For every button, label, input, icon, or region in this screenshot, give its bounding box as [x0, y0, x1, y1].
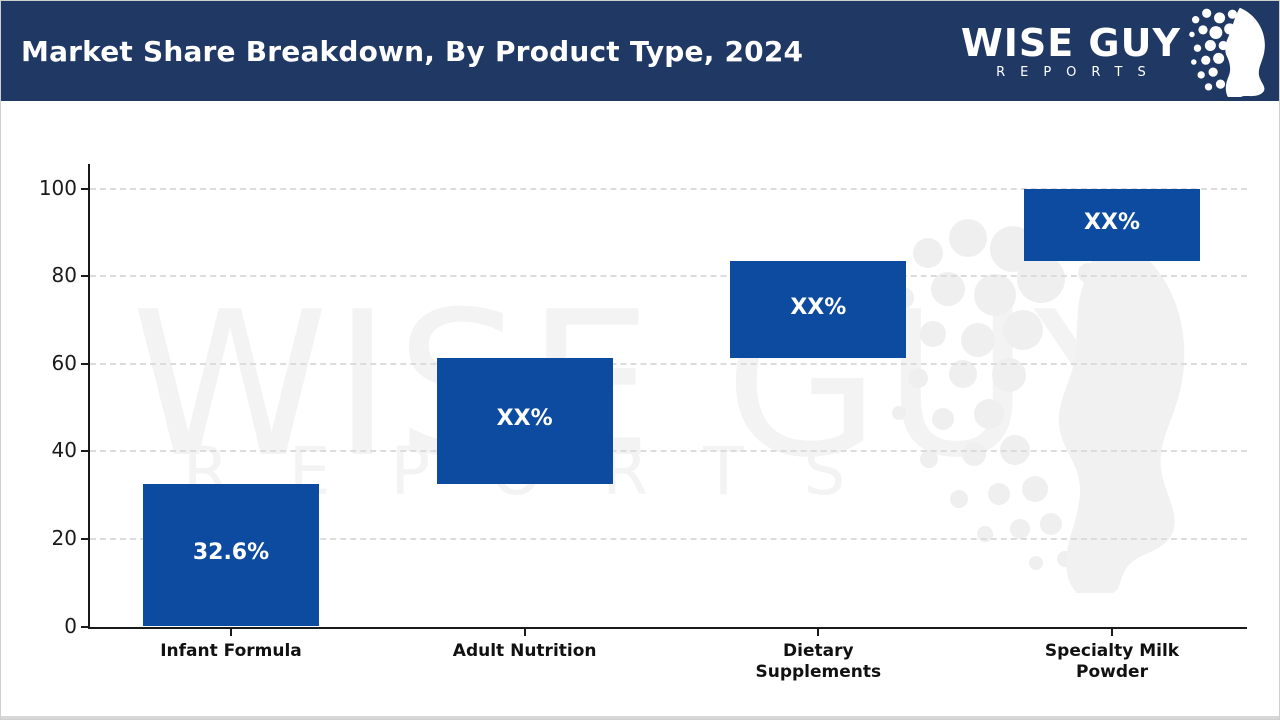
- logo-subtitle: REPORTS: [996, 65, 1161, 80]
- y-tick-mark: [81, 450, 89, 453]
- bar: [436, 358, 613, 484]
- x-tick-mark: [523, 628, 526, 636]
- y-tick-mark: [81, 187, 89, 190]
- bar: [1024, 188, 1200, 262]
- wise-guy-logo: WISE GUY REPORTS: [961, 7, 1269, 97]
- wise-guy-face-icon: [1189, 7, 1265, 97]
- y-axis-line: [88, 164, 90, 628]
- y-tick-label: 80: [51, 263, 77, 288]
- grid-line: [90, 187, 1247, 190]
- x-category-label-line: Infant Formula: [160, 641, 302, 661]
- x-category-label: Adult Nutrition: [405, 641, 645, 662]
- grid-line: [90, 362, 1247, 365]
- x-tick-mark: [230, 628, 232, 636]
- bar: [730, 261, 907, 359]
- y-tick-label: 20: [51, 525, 77, 550]
- x-tick-mark: [1111, 628, 1113, 636]
- bar-value-label: XX%: [496, 405, 553, 431]
- page-title: Market Share Breakdown, By Product Type,…: [21, 34, 804, 68]
- x-category-label-line: Specialty Milk: [1044, 641, 1180, 661]
- y-tick-mark: [81, 362, 89, 365]
- bar: [143, 483, 319, 627]
- bar-value-label: XX%: [1084, 210, 1140, 236]
- x-category-label: Dietary Supplements: [698, 641, 938, 683]
- x-category-label: Specialty Milk Powder: [992, 641, 1232, 683]
- y-tick-label: 60: [51, 350, 77, 375]
- x-tick-mark: [817, 628, 820, 636]
- y-tick-mark: [81, 625, 89, 628]
- logo-wordmark: WISE GUY: [960, 21, 1181, 65]
- y-tick-label: 100: [38, 175, 77, 200]
- x-category-label-line: Powder: [1076, 662, 1148, 682]
- x-category-label-line: Supplements: [755, 662, 882, 682]
- bar-value-label: XX%: [790, 294, 847, 320]
- grid-line: [90, 275, 1247, 278]
- x-axis-line: [88, 626, 1247, 629]
- bar-value-label: 32.6%: [192, 540, 270, 566]
- header-banner: Market Share Breakdown, By Product Type,…: [1, 1, 1279, 101]
- y-tick-label: 0: [64, 613, 77, 638]
- y-tick-mark: [81, 537, 89, 540]
- x-category-label: Infant Formula: [111, 641, 351, 662]
- y-tick-label: 40: [51, 438, 77, 463]
- bottom-border: [1, 716, 1279, 719]
- logo-text: WISE GUY REPORTS: [961, 22, 1181, 80]
- grid-line: [90, 450, 1247, 453]
- watermark-face-icon: [885, 219, 1185, 593]
- y-tick-mark: [81, 275, 89, 278]
- x-category-label-line: Adult Nutrition: [452, 641, 597, 661]
- x-category-label-line: Dietary: [783, 641, 854, 661]
- grid-line: [90, 537, 1247, 540]
